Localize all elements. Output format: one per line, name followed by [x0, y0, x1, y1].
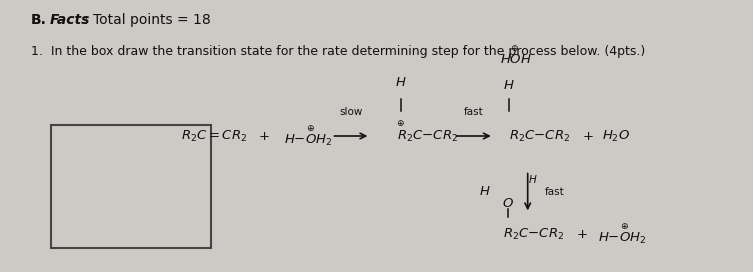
- Bar: [51, 125, 211, 248]
- Text: +: +: [259, 129, 270, 143]
- Text: fast: fast: [464, 107, 483, 117]
- Text: $\oplus$: $\oplus$: [396, 118, 405, 128]
- Text: $O$: $O$: [501, 197, 514, 211]
- Text: $H$: $H$: [529, 173, 538, 185]
- Text: $R_2C{-}CR_2$: $R_2C{-}CR_2$: [398, 128, 459, 144]
- Text: B.: B.: [31, 13, 47, 27]
- Text: $H$: $H$: [479, 186, 490, 199]
- Text: slow: slow: [339, 107, 362, 117]
- Text: Facts: Facts: [50, 13, 90, 27]
- Text: $H\overset{\oplus}{O}H$: $H\overset{\oplus}{O}H$: [500, 45, 532, 67]
- Text: $H{-}\overset{\oplus}{O}H_2$: $H{-}\overset{\oplus}{O}H_2$: [284, 124, 332, 148]
- Text: $H{-}\overset{\oplus}{O}H_2$: $H{-}\overset{\oplus}{O}H_2$: [598, 223, 646, 246]
- Text: $R_2C{-}CR_2$: $R_2C{-}CR_2$: [503, 227, 564, 242]
- Text: +: +: [576, 228, 587, 241]
- Text: : Total points = 18: : Total points = 18: [84, 13, 211, 27]
- Text: fast: fast: [545, 187, 565, 197]
- Text: $R_2C{-}CR_2$: $R_2C{-}CR_2$: [509, 128, 570, 144]
- Text: $H_2O$: $H_2O$: [602, 128, 630, 144]
- Text: +: +: [583, 129, 593, 143]
- Text: $R_2C{=}CR_2$: $R_2C{=}CR_2$: [181, 128, 248, 144]
- Text: $H$: $H$: [395, 76, 407, 89]
- Text: 1.  In the box draw the transition state for the rate determining step for the p: 1. In the box draw the transition state …: [31, 45, 645, 58]
- Text: $H$: $H$: [503, 79, 515, 92]
